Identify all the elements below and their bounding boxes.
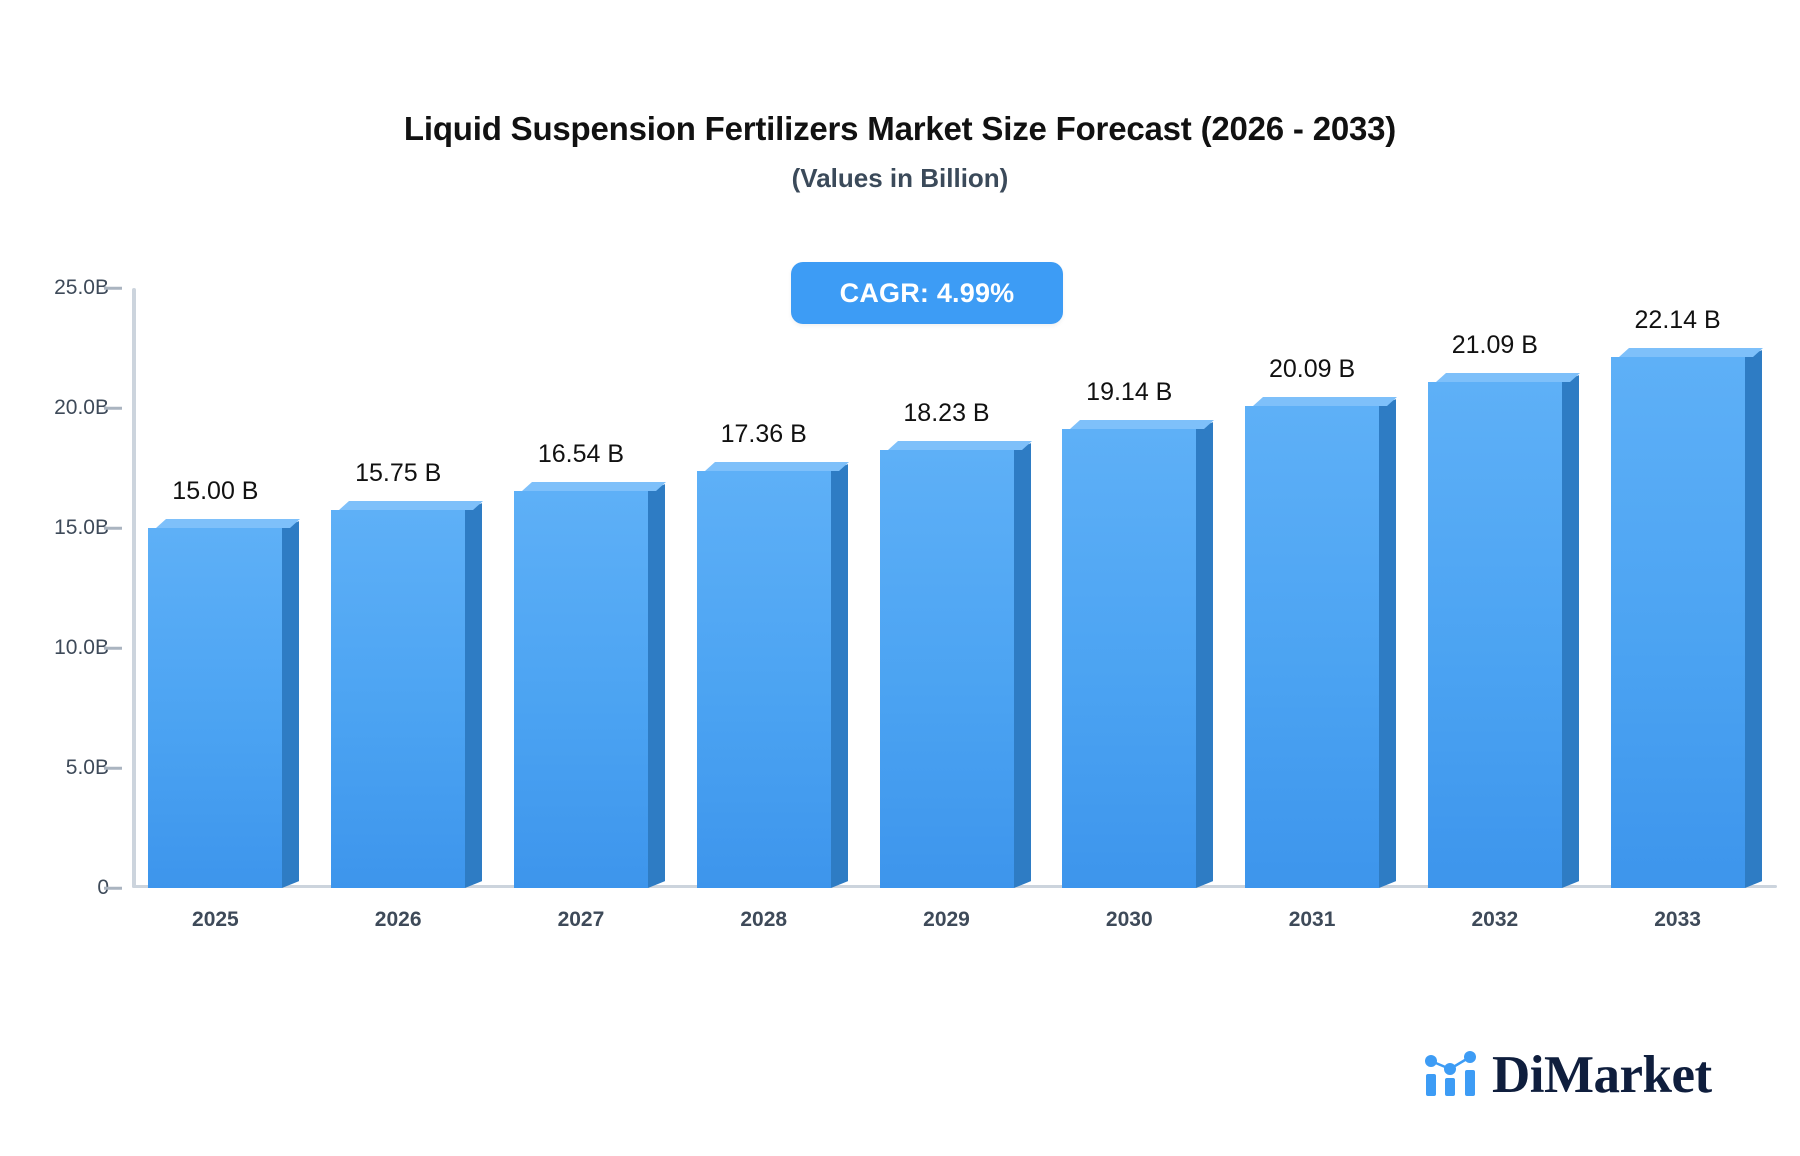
bar-front-face [879, 450, 1014, 888]
bar[interactable] [1610, 347, 1763, 888]
y-axis-tick-label: 0 [0, 876, 109, 900]
title-block: Liquid Suspension Fertilizers Market Siz… [0, 108, 1800, 194]
bar-front-face [1427, 381, 1562, 888]
bar-top-face [521, 482, 666, 492]
bar-top-face [1070, 419, 1215, 429]
bar[interactable] [1062, 419, 1215, 888]
bar-top-face [887, 441, 1032, 451]
bar-front-face [696, 471, 831, 888]
bar-series: 15.00 B 15.75 B 16.54 B 17.36 B 18.23 B 19.14… [132, 288, 1777, 888]
bar-side-face [1379, 398, 1397, 888]
bar-value-label: 21.09 B [1451, 330, 1538, 359]
brand-name: DiMarket [1492, 1046, 1712, 1104]
bar-side-face [1561, 374, 1579, 888]
y-axis-tick-label: 15.0B [54, 516, 109, 539]
y-axis-tick-mark [104, 406, 122, 410]
bar-top-face [1435, 372, 1580, 382]
x-axis-tick-label: 2026 [374, 908, 422, 931]
chart-subtitle: (Values in Billion) [791, 163, 1009, 194]
bar-value-label: 17.36 B [720, 420, 807, 449]
bar-side-face [1013, 443, 1031, 888]
x-axis-tick-label: 2030 [1105, 908, 1153, 931]
bar[interactable] [1427, 372, 1580, 888]
bar-value-label: 19.14 B [1086, 377, 1173, 406]
x-axis-tick-label: 2032 [1471, 908, 1519, 931]
bar-value-label: 20.09 B [1268, 354, 1356, 383]
x-axis-tick-label: 2027 [557, 908, 605, 931]
bar-side-face [282, 521, 300, 888]
x-axis-tick-label: 2029 [923, 908, 970, 931]
bar-value-label: 22.14 B [1634, 305, 1721, 334]
bar[interactable] [148, 519, 301, 888]
y-axis-tick-label: 5.0B [65, 756, 109, 779]
y-axis-tick-label: 25.0B [54, 276, 109, 299]
x-axis-tick-label: 2033 [1654, 908, 1701, 931]
bar-top-face [704, 462, 849, 472]
bar-side-face [1744, 349, 1762, 888]
y-axis-tick-label: 10.0B [54, 636, 109, 659]
bar[interactable] [1245, 396, 1398, 888]
bar-top-face [1618, 347, 1763, 357]
bar-side-face [830, 464, 848, 888]
bar-front-face [331, 510, 466, 888]
y-axis-tick-mark [104, 526, 122, 530]
x-axis-tick-label: 2031 [1288, 908, 1336, 931]
y-axis-line [132, 288, 136, 888]
x-axis-tick-label: 2028 [740, 908, 788, 931]
cagr-badge: CAGR: 4.99% [791, 262, 1063, 324]
bar-top-face [1253, 396, 1398, 406]
bar[interactable] [879, 441, 1032, 888]
bar-side-face [465, 503, 483, 888]
bar[interactable] [696, 462, 849, 888]
bar-top-face [156, 519, 301, 528]
y-axis-tick-mark [104, 766, 122, 770]
bar-value-label: 18.23 B [903, 399, 990, 428]
bar-front-face [1062, 428, 1197, 888]
bar-value-label: 16.54 B [537, 440, 625, 469]
bar-chart-icon [1424, 1048, 1478, 1103]
page-title: Liquid Suspension Fertilizers Market Siz… [403, 110, 1397, 147]
bar-side-face [647, 484, 665, 888]
y-axis-tick-label: 20.0B [54, 396, 109, 419]
bar-front-face [1610, 356, 1745, 888]
brand-logo: DiMarket [1424, 1048, 1712, 1103]
bar-top-face [339, 501, 484, 510]
bar-value-label: 15.00 B [172, 477, 259, 505]
bar-front-face [513, 491, 648, 888]
x-axis-tick-label: 2025 [192, 908, 239, 931]
y-axis-tick-mark [104, 286, 122, 290]
bar-value-label: 15.75 B [355, 459, 442, 487]
bar-side-face [1196, 421, 1214, 888]
y-axis-tick-mark [104, 886, 122, 890]
bar[interactable] [331, 501, 484, 888]
y-axis-tick-mark [104, 646, 122, 650]
bar-front-face [148, 528, 283, 888]
bar[interactable] [513, 482, 666, 888]
bar-front-face [1245, 405, 1380, 888]
